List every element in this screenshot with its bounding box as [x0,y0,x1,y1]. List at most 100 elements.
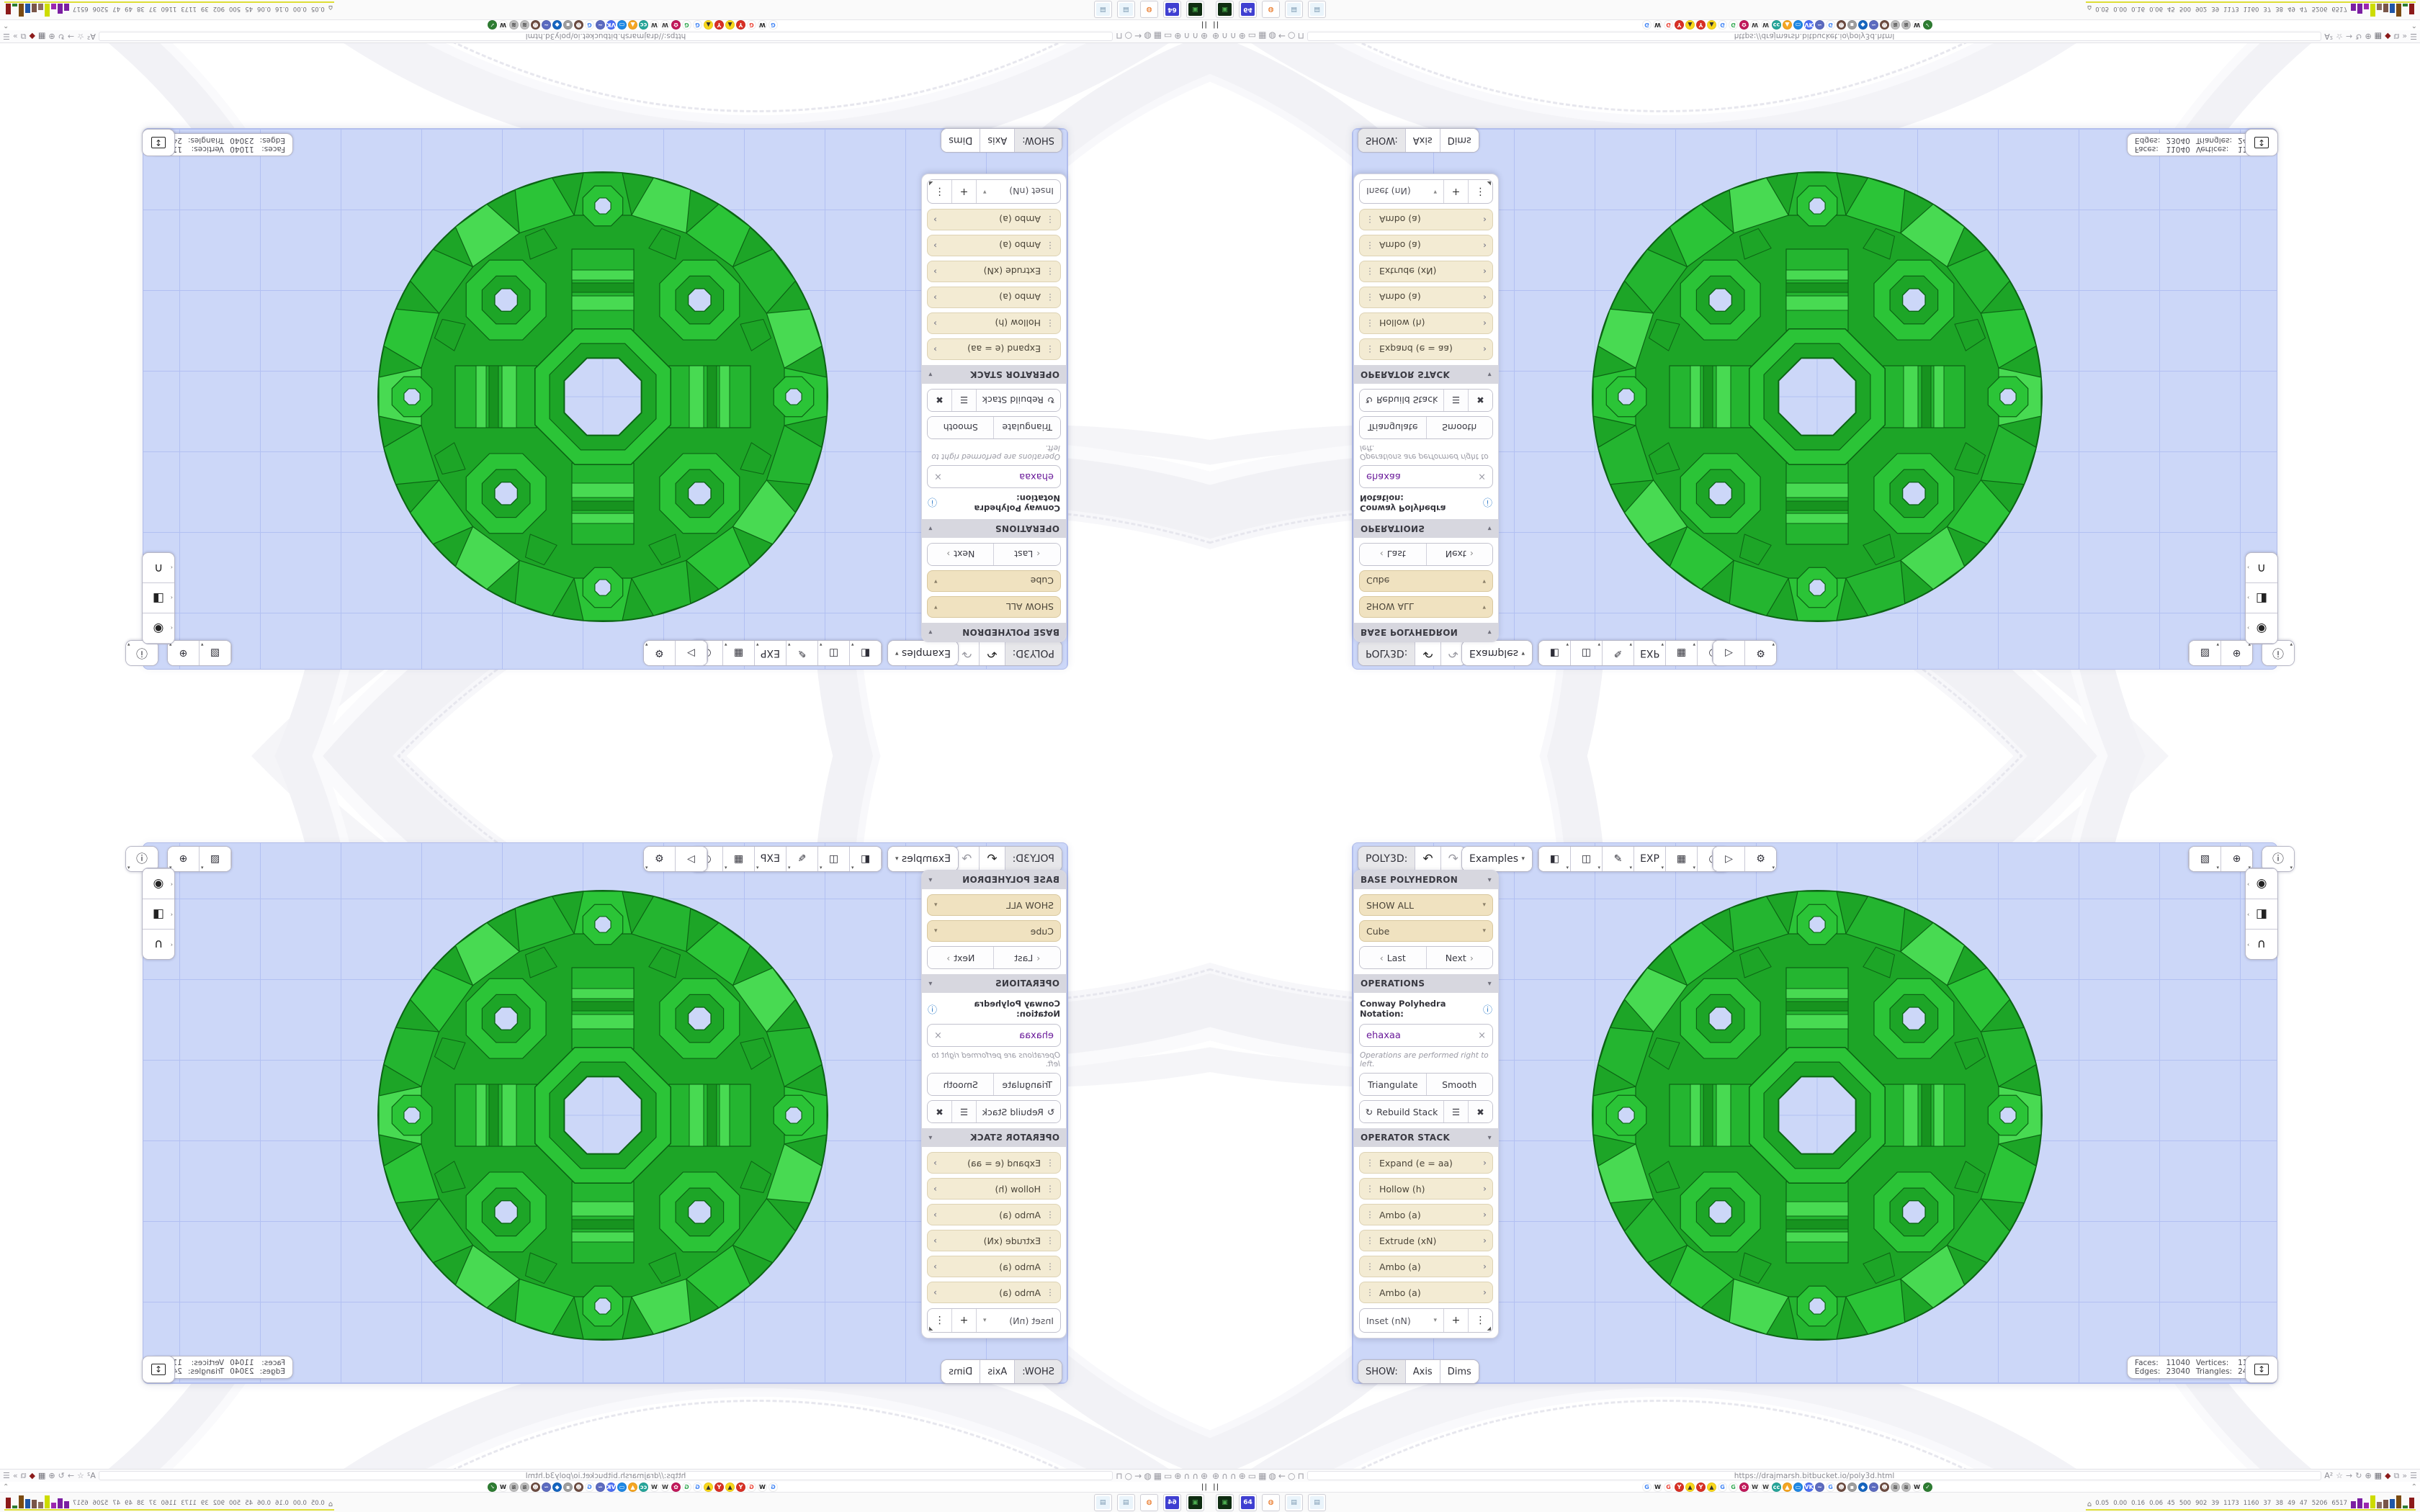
toolbar-glyph-icon[interactable]: ▭ [1247,31,1257,42]
triangulate-button[interactable]: Triangulate [1360,1074,1426,1095]
show-all-select[interactable]: SHOW ALL ▾ [927,894,1061,916]
bookmark-favicon[interactable]: G [1729,20,1738,30]
drag-handle-icon[interactable]: ⋮ [1366,1261,1374,1272]
bookmark-favicon[interactable]: ~ [542,1482,551,1492]
brand-button[interactable]: POLY3D: [1005,641,1062,665]
show-all-select[interactable]: SHOW ALL ▾ [1359,596,1493,618]
base-shape-select[interactable]: Cube ▾ [1359,920,1493,942]
bookmark-favicon[interactable]: G [747,1482,756,1492]
toolbar-glyph-icon[interactable]: → [67,32,74,41]
last-button[interactable]: ‹ Last [1360,544,1426,565]
toolbar-icon-button[interactable]: ▧ ▾ [200,641,231,665]
taskbar-app-button[interactable]: ▤ [1285,1,1303,19]
bookmark-favicon[interactable]: VK [1804,20,1814,30]
smooth-button[interactable]: Smooth [928,1074,995,1095]
drag-handle-icon[interactable]: ⋮ [1046,1236,1054,1246]
toolbar-glyph-icon[interactable]: ☰ [2410,32,2417,41]
section-operations[interactable]: OPERATIONS ▾ [1354,519,1498,538]
bookmark-favicon[interactable]: ▲ [1685,1482,1695,1492]
toolbar-glyph-icon[interactable]: ⧉ [20,32,27,42]
view-tool-button[interactable]: ‹ ◉ [143,868,174,899]
toolbar-glyph-icon[interactable]: ◆ [2385,1471,2391,1480]
toolbar-glyph-icon[interactable]: ↻ [2355,1471,2362,1480]
next-button[interactable]: Next › [1425,544,1492,565]
toolbar-glyph-icon[interactable]: ☆ [2336,32,2343,41]
notation-input[interactable]: ehaxaa × [1359,465,1493,488]
toolbar-icon-button[interactable]: ◧ ▾ [850,641,882,665]
base-shape-select[interactable]: Cube ▾ [1359,570,1493,592]
toolbar-icon-button[interactable]: EXP ▾ [755,641,786,665]
bookmark-favicon[interactable]: ☻ [1837,1482,1846,1492]
toolbar-glyph-icon[interactable]: ∩ [1192,1470,1198,1481]
view-tool-button[interactable]: ‹ ∩ [143,553,174,583]
bookmark-favicon[interactable]: ✿ [1739,1482,1749,1492]
smooth-button[interactable]: Smooth [1425,417,1492,438]
toolbar-glyph-icon[interactable]: ⧉ [20,1470,27,1480]
bookmark-favicon[interactable]: W [758,1482,767,1492]
toolbar-glyph-icon[interactable]: ◍ [1144,1470,1152,1481]
section-base-polyhedron[interactable]: BASE POLYHEDRON ▾ [922,623,1066,642]
bookmark-favicon[interactable]: ▪ [563,1482,573,1492]
taskbar-app-button[interactable]: 64 [1239,1,1257,19]
clear-icon[interactable]: × [934,471,942,482]
drag-handle-icon[interactable]: ⋮ [1366,344,1374,354]
drag-handle-icon[interactable]: ⋮ [1366,1287,1374,1297]
toolbar-glyph-icon[interactable]: A² [2324,32,2334,41]
bookmark-favicon[interactable]: W [1750,20,1760,30]
inset-operator-select[interactable]: Inset (nN) ▾ [1366,1315,1437,1326]
bookmark-favicon[interactable]: ▲ [628,20,637,30]
operator-stack-item[interactable]: ⋮ Extrude (xN) › [1359,1230,1493,1251]
bookmark-favicon[interactable]: W [1653,1482,1662,1492]
bookmark-favicon[interactable]: cc [1772,20,1781,30]
bookmark-favicon[interactable]: ✿ [1739,20,1749,30]
operator-stack-item[interactable]: ⋮ Ambo (a) › [1359,209,1493,230]
toolbar-glyph-icon[interactable]: ∩ [1183,31,1191,42]
more-options-button[interactable]: ⋮ ◢ [1468,180,1492,203]
viewport-canvas[interactable] [1352,128,2277,670]
triangulate-button[interactable]: Triangulate [1360,417,1426,438]
toolbar-glyph-icon[interactable]: ∩ [1222,1470,1228,1481]
bookmark-favicon[interactable]: ✓ [488,1482,497,1492]
toolbar-glyph-icon[interactable]: ∩ [1183,1470,1191,1481]
last-button[interactable]: ‹ Last [1360,947,1426,968]
info-icon[interactable]: ⓘ [1482,1004,1492,1016]
brand-button[interactable]: POLY3D: [1358,847,1415,871]
toolbar-glyph-icon[interactable]: ⊕ [1174,1470,1182,1481]
add-operator-button[interactable]: + [952,180,977,203]
toolbar-glyph-icon[interactable]: ⊕ [48,1471,55,1480]
toolbar-glyph-icon[interactable]: ○ [1124,31,1133,42]
toolbar-glyph-icon[interactable]: ∩ [1192,31,1198,42]
toolbar-glyph-icon[interactable]: ▭ [1247,1470,1257,1481]
next-button[interactable]: Next › [928,947,995,968]
taskbar-app-button[interactable]: ◍ [1140,1493,1158,1511]
bookmark-favicon[interactable]: ☻ [574,1482,583,1492]
operator-stack-item[interactable]: ⋮ Extrude (xN) › [927,1230,1061,1251]
bookmark-favicon[interactable]: W [660,1482,670,1492]
info-icon[interactable]: ⓘ [928,496,938,508]
toolbar-glyph-icon[interactable]: ⊕ [2365,32,2372,41]
bookmark-favicon[interactable]: cc [1772,1482,1781,1492]
toolbar-glyph-icon[interactable]: » [2402,32,2408,41]
view-tool-button[interactable]: ‹ ◉ [2246,868,2277,899]
bookmark-favicon[interactable]: W [650,20,659,30]
rebuild-stack-button[interactable]: ↻ Rebuild Stack [977,1101,1060,1122]
bookmark-favicon[interactable]: ▭ [1793,20,1803,30]
bookmark-favicon[interactable]: W [1750,1482,1760,1492]
toolbar-icon-button[interactable]: ◧ ▾ [1538,847,1570,871]
toolbar-glyph-icon[interactable]: → [2346,1471,2353,1480]
toolbar-glyph-icon[interactable]: ▦ [2374,1471,2383,1480]
toolbar-glyph-icon[interactable]: ← [1278,31,1286,42]
bookmark-favicon[interactable]: ≋ [1891,1482,1900,1492]
drag-handle-icon[interactable]: ⋮ [1366,266,1374,276]
bookmark-favicon[interactable]: G [585,1482,594,1492]
section-operations[interactable]: OPERATIONS ▾ [1354,974,1498,993]
info-icon[interactable]: ⓘ [928,1004,938,1016]
clear-icon[interactable]: × [1478,471,1486,482]
notation-input[interactable]: ehaxaa × [927,1024,1061,1047]
toolbar-icon-button[interactable]: ⊕ ▾ [168,641,200,665]
bookmark-favicon[interactable]: ≋ [1901,1482,1911,1492]
bookmark-favicon[interactable]: ▪ [1847,20,1857,30]
toolbar-glyph-icon[interactable]: ☰ [3,1471,10,1480]
operator-stack-item[interactable]: ⋮ Expand (e = aa) › [1359,338,1493,360]
add-operator-button[interactable]: + [1443,1309,1468,1332]
